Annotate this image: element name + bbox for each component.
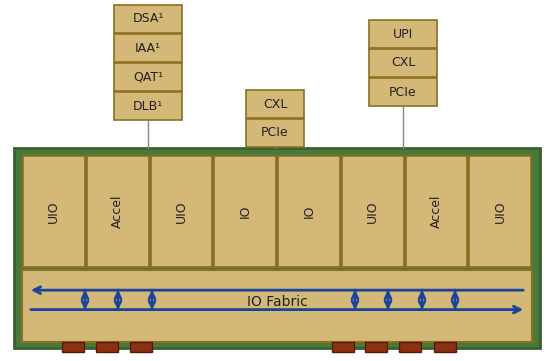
Bar [214,156,276,267]
Bar [114,5,182,33]
Bar [469,156,531,267]
Text: PCIe: PCIe [389,86,417,99]
Text: PCIe: PCIe [261,126,289,139]
Bar [114,92,182,120]
Text: CXL: CXL [391,57,415,70]
Text: CXL: CXL [263,97,287,110]
Bar [62,342,84,352]
Bar [87,156,148,267]
Bar [151,156,212,267]
Text: IO: IO [239,205,252,218]
Bar [114,34,182,62]
Bar [365,342,387,352]
Text: Accel: Accel [111,195,124,228]
Bar [369,49,437,77]
Bar [369,20,437,48]
Text: Accel: Accel [430,195,443,228]
Text: UIO: UIO [366,200,379,223]
Bar [114,63,182,91]
Bar [22,270,532,342]
Text: IO Fabric: IO Fabric [247,295,307,309]
Text: DSA¹: DSA¹ [132,13,163,26]
Text: QAT¹: QAT¹ [133,70,163,83]
Bar [332,342,354,352]
Bar [23,156,85,267]
Bar [406,156,467,267]
Text: UIO: UIO [494,200,506,223]
Bar [246,90,304,118]
Text: UIO: UIO [48,200,60,223]
Text: IAA¹: IAA¹ [135,42,161,55]
Bar [399,342,421,352]
Bar [246,119,304,147]
Bar [130,342,152,352]
Text: DLB¹: DLB¹ [133,100,163,113]
Bar [96,342,118,352]
Text: UIO: UIO [175,200,188,223]
Bar [14,148,540,348]
Bar [342,156,403,267]
Bar [369,78,437,106]
Bar [278,156,340,267]
Bar [434,342,456,352]
Text: IO: IO [302,205,315,218]
Text: UPI: UPI [393,27,413,40]
